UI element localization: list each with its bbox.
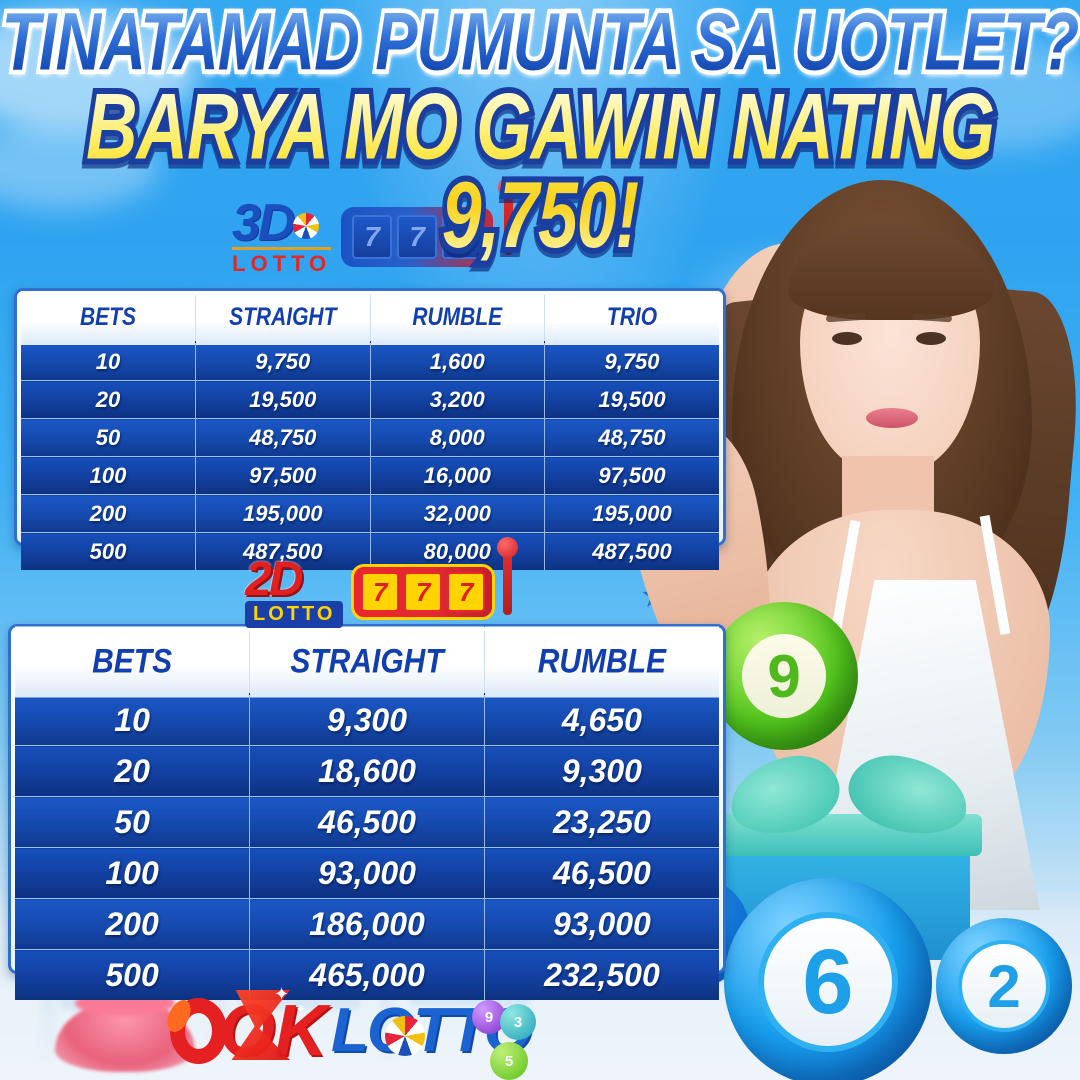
cell-bet: 500 [21, 532, 196, 570]
cell-bet: 10 [21, 341, 196, 381]
cell-rumble: 9,300 [484, 745, 719, 797]
headline: TINATAMAD PUMUNTA SA UOTLET? TINATAMAD P… [0, 0, 1080, 268]
cell-straight: 46,500 [249, 796, 485, 848]
column-header-bets: BETS [21, 290, 196, 347]
sparkle-icon: ✦ [296, 1002, 307, 1016]
cell-rumble: 4,650 [484, 693, 719, 746]
headline-line-2-wrap: BARYA MO GAWIN NATING 9,750! BARYA MO GA… [0, 74, 1080, 268]
column-header-straight: STRAIGHT [249, 626, 485, 699]
cell-bet: 100 [21, 456, 196, 495]
logo-2d-lotto: 2D LOTTO 7 7 7 [245, 537, 518, 628]
cell-rumble: 8,000 [370, 418, 545, 457]
cell-rumble: 93,000 [484, 898, 719, 950]
slot-lever-icon [503, 549, 512, 615]
cell-bet: 10 [15, 693, 251, 746]
cell-rumble: 3,200 [370, 380, 545, 419]
cell-rumble: 1,600 [370, 341, 545, 381]
cell-trio: 9,750 [544, 341, 719, 381]
table-row: 100 93,000 46,500 [15, 847, 719, 899]
cell-trio: 487,500 [544, 532, 719, 570]
cell-trio: 48,750 [544, 418, 719, 457]
cell-straight: 186,000 [249, 898, 485, 950]
cell-bet: 20 [15, 745, 251, 797]
table-row: 10 9,300 4,650 [15, 693, 719, 746]
brand-o-icon [170, 998, 228, 1064]
logo-2d-title: 2D [245, 553, 303, 606]
cell-rumble: 232,500 [484, 949, 719, 1000]
slot-reel: 7 [447, 572, 486, 612]
payout-table-3d-grid: BETS STRAIGHT RUMBLE TRIO 10 9,750 1,600… [21, 290, 719, 570]
logo-2d-mark: 2D LOTTO [245, 553, 487, 628]
cell-trio: 195,000 [544, 494, 719, 533]
table-row: 20 18,600 9,300 [15, 745, 719, 797]
brand-lotto-wordmark: LOTTO 9 3 5 [331, 1000, 536, 1080]
lottery-ball-number: 2 [958, 940, 1050, 1032]
payout-table-3d: BETS STRAIGHT RUMBLE TRIO 10 9,750 1,600… [14, 288, 726, 570]
brand-ball-3: 3 [500, 1004, 536, 1040]
cell-straight: 93,000 [249, 847, 485, 899]
cell-straight: 9,750 [195, 341, 371, 381]
lottery-ball-six: 6 [724, 878, 932, 1080]
cell-straight: 18,600 [249, 745, 485, 797]
cell-bet: 50 [15, 796, 251, 848]
column-header-rumble: RUMBLE [484, 626, 719, 699]
cell-straight: 195,000 [195, 494, 371, 533]
table-row: 500 487,500 80,000 487,500 [21, 532, 719, 570]
brand-ball-5: 5 [490, 1042, 528, 1080]
table-row: 50 46,500 23,250 [15, 796, 719, 848]
cell-bet: 50 [21, 418, 196, 457]
cell-bet: 500 [15, 949, 251, 1000]
column-header-bets: BETS [15, 626, 251, 699]
cell-bet: 200 [15, 898, 251, 950]
column-header-straight: STRAIGHT [195, 290, 371, 347]
table-row: 500 465,000 232,500 [15, 949, 719, 1000]
column-header-rumble: RUMBLE [370, 290, 545, 347]
table-row: 200 195,000 32,000 195,000 [21, 494, 719, 533]
cell-trio: 19,500 [544, 380, 719, 419]
headline-line-1: TINATAMAD PUMUNTA SA UOTLET? [1, 0, 1080, 88]
lottery-ball-green: 9 [710, 602, 858, 750]
cell-straight: 487,500 [195, 532, 371, 570]
cell-trio: 97,500 [544, 456, 719, 495]
sparkle-icon: ✦ [274, 984, 290, 1004]
lottery-ball-number: 9 [742, 634, 826, 718]
table-row: 100 97,500 16,000 97,500 [21, 456, 719, 495]
cell-straight: 9,300 [249, 693, 485, 746]
table-row: 20 19,500 3,200 19,500 [21, 380, 719, 419]
cell-rumble: 23,250 [484, 796, 719, 848]
payout-table-2d: BETS STRAIGHT RUMBLE 10 9,300 4,650 20 1… [8, 624, 726, 1000]
payout-table-2d-grid: BETS STRAIGHT RUMBLE 10 9,300 4,650 20 1… [15, 626, 719, 1000]
lottery-ball-number: 6 [758, 912, 898, 1052]
table-header-row: BETS STRAIGHT RUMBLE TRIO [21, 290, 719, 347]
lottery-ball-two: 2 [936, 918, 1072, 1054]
cell-bet: 200 [21, 494, 196, 533]
cell-straight: 465,000 [249, 949, 485, 1000]
slot-reel: 7 [404, 572, 443, 612]
column-header-trio: TRIO [544, 290, 719, 347]
cell-rumble: 32,000 [370, 494, 545, 533]
pinwheel-icon [385, 1016, 426, 1056]
cell-straight: 19,500 [195, 380, 371, 419]
cell-rumble: 16,000 [370, 456, 545, 495]
brand-logo-ok-lotto: OK LOTTO 9 3 5 ✦ ✦ [170, 984, 536, 1080]
table-row: 10 9,750 1,600 9,750 [21, 341, 719, 381]
slot-knob-icon [497, 537, 518, 558]
table-header-row: BETS STRAIGHT RUMBLE [15, 626, 719, 699]
logo-2d-subtitle: LOTTO [245, 601, 344, 628]
table-row: 50 48,750 8,000 48,750 [21, 418, 719, 457]
cell-rumble: 46,500 [484, 847, 719, 899]
cell-bet: 20 [21, 380, 196, 419]
headline-line-2: BARYA MO GAWIN NATING 9,750! [0, 80, 1080, 262]
slot-machine-2d-icon: 7 7 7 [351, 537, 518, 620]
table-row: 200 186,000 93,000 [15, 898, 719, 950]
cell-straight: 97,500 [195, 456, 371, 495]
cell-straight: 48,750 [195, 418, 371, 457]
cell-bet: 100 [15, 847, 251, 899]
slot-reel: 7 [361, 572, 400, 612]
